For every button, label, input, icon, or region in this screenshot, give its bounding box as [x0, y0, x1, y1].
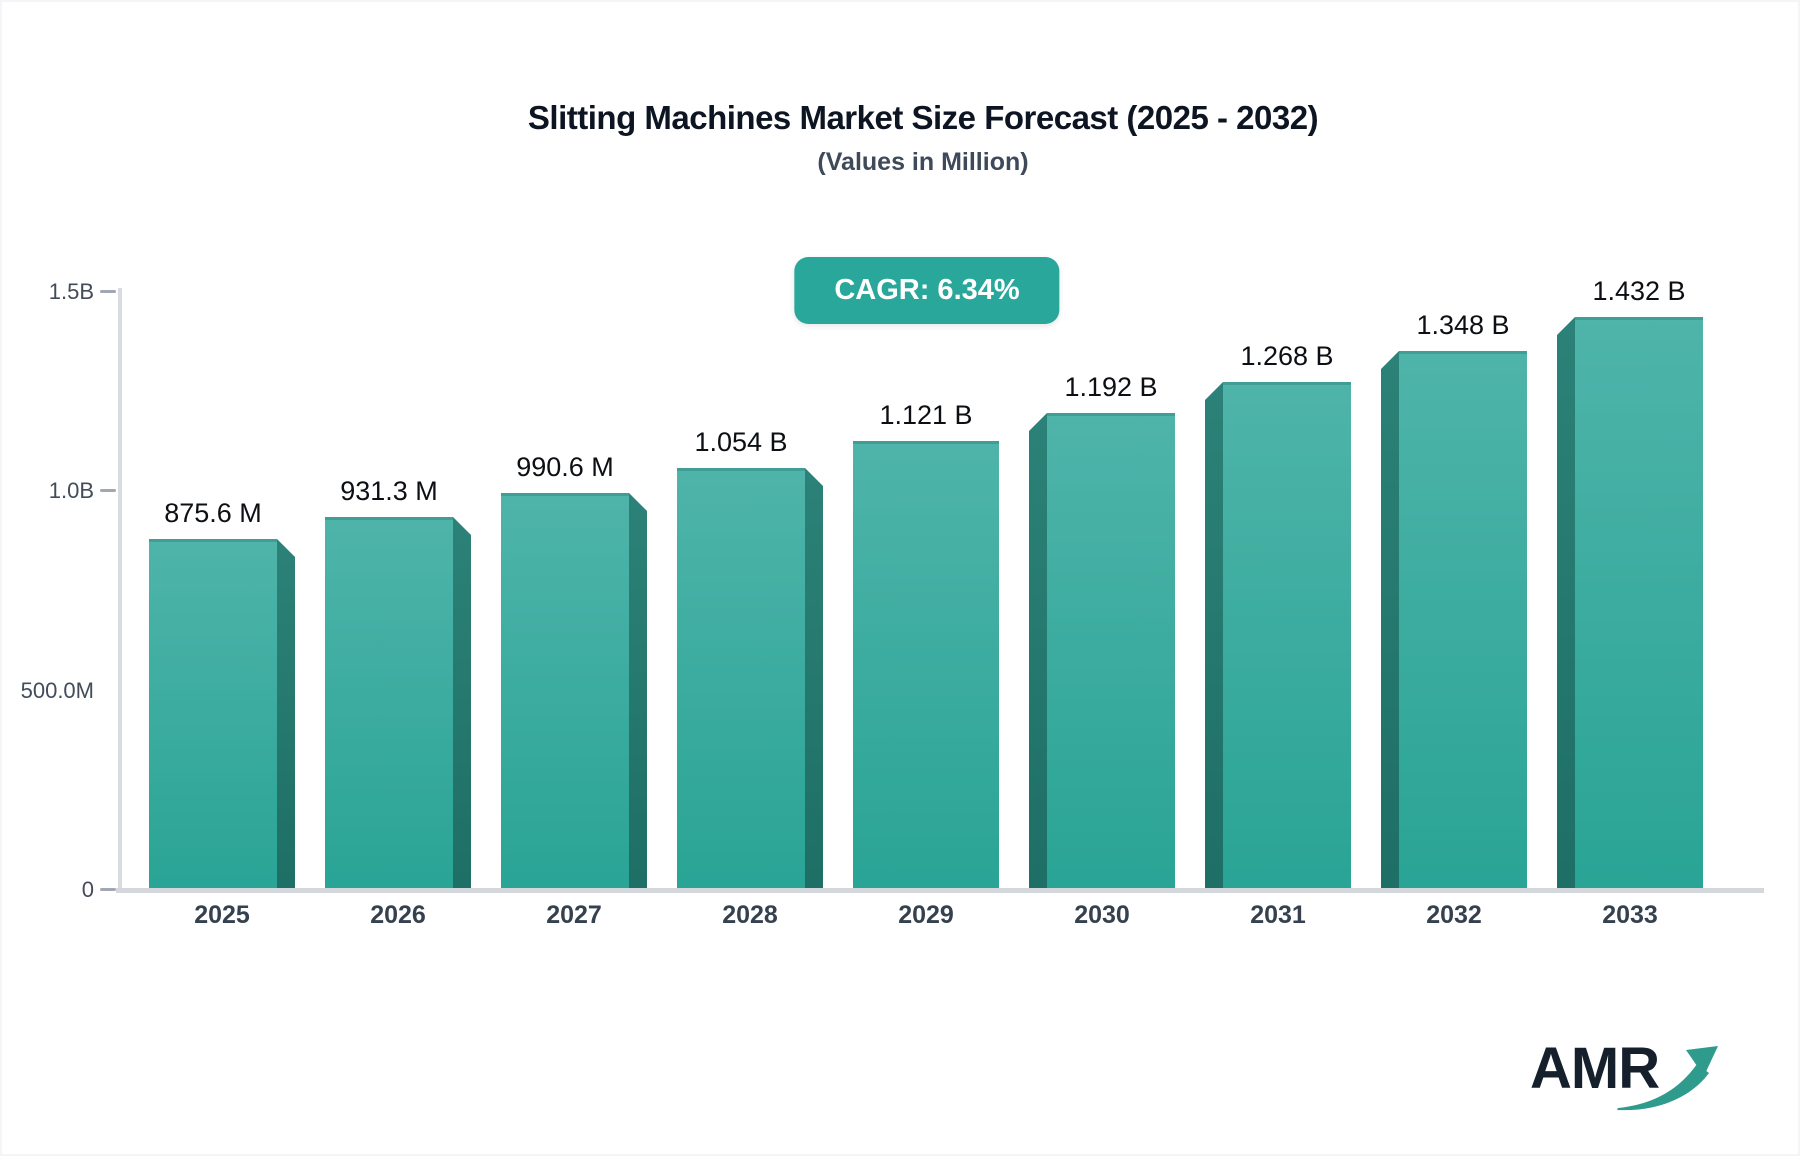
y-axis-tick	[100, 888, 116, 891]
bar-2028[interactable]	[677, 468, 823, 888]
bar-face	[677, 468, 805, 888]
x-axis-label: 2026	[370, 901, 426, 929]
bar-2026[interactable]	[325, 517, 471, 888]
x-axis-label: 2033	[1602, 901, 1658, 929]
x-axis-label: 2028	[722, 901, 778, 929]
y-axis-label: 0	[81, 877, 94, 902]
growth-arrow-icon	[1617, 1046, 1718, 1111]
y-axis-label: 1.5B	[48, 279, 94, 304]
bar-face	[1223, 382, 1351, 888]
bar-3d-edge	[1557, 317, 1575, 888]
x-axis-label: 2032	[1426, 901, 1482, 929]
x-axis-label: 2025	[194, 901, 250, 929]
bar-value-label: 931.3 M	[340, 476, 438, 506]
bar-face	[325, 517, 453, 888]
bar-value-label: 1.054 B	[694, 427, 788, 457]
y-axis-tick	[100, 489, 116, 493]
y-axis-line	[118, 288, 122, 890]
x-axis-label: 2027	[546, 901, 602, 929]
bar-3d-edge	[1381, 351, 1399, 888]
chart-title: Slitting Machines Market Size Forecast (…	[527, 99, 1319, 136]
bar-2025[interactable]	[149, 539, 295, 888]
bar-face	[1575, 317, 1703, 888]
bar-3d-edge	[1205, 382, 1223, 888]
amr-logo-text: AMR	[1530, 1036, 1660, 1101]
bar-face	[1047, 413, 1175, 888]
bar-value-label: 1.432 B	[1592, 276, 1686, 306]
y-axis-label: 500.0M	[20, 677, 94, 703]
chart-subtitle: (Values in Million)	[817, 148, 1029, 176]
bar-3d-edge	[453, 517, 471, 888]
bar-2031[interactable]	[1205, 382, 1351, 888]
bar-2032[interactable]	[1381, 351, 1527, 888]
chart-header: Slitting Machines Market Size Forecast (…	[48, 98, 1798, 177]
x-axis-label: 2029	[898, 901, 954, 929]
x-axis-label: 2030	[1074, 901, 1130, 929]
bar-face	[501, 493, 629, 888]
bar-3d-edge	[1029, 413, 1047, 888]
y-axis-label: 1.0B	[48, 478, 94, 504]
bar-face	[853, 441, 999, 888]
bar-value-label: 875.6 M	[164, 498, 262, 528]
x-axis-label: 2031	[1250, 901, 1306, 929]
bar-value-label: 1.121 B	[879, 400, 973, 430]
bar-2027[interactable]	[501, 493, 647, 888]
bar-face	[149, 539, 277, 888]
bar-2033[interactable]	[1557, 317, 1703, 888]
bar-face	[1399, 351, 1527, 888]
bar-value-label: 990.6 M	[516, 452, 614, 482]
cagr-badge: CAGR: 6.34%	[794, 257, 1060, 324]
bar-value-label: 1.192 B	[1064, 372, 1158, 402]
bar-3d-edge	[277, 539, 295, 888]
bar-3d-edge	[805, 468, 823, 888]
bar-value-label: 1.268 B	[1240, 341, 1334, 371]
amr-logo: AMR	[1530, 1040, 1740, 1114]
bar-2029[interactable]	[853, 441, 999, 888]
y-axis-tick	[100, 290, 116, 293]
x-axis-line	[116, 888, 1764, 893]
bar-3d-edge	[629, 493, 647, 888]
bar-2030[interactable]	[1029, 413, 1175, 888]
bar-value-label: 1.348 B	[1416, 310, 1510, 340]
